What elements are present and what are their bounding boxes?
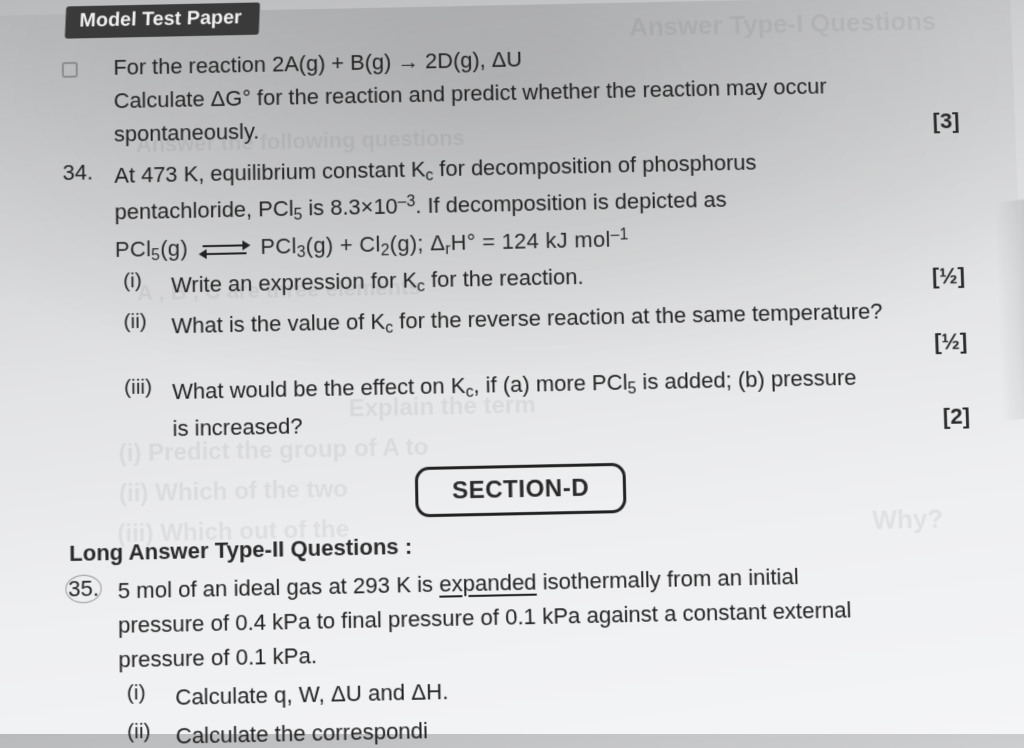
- text: is added; (b) pressure: [636, 365, 857, 395]
- text: (g): [160, 236, 188, 261]
- text: What would be the effect on K: [172, 373, 466, 404]
- part-tag: (i): [127, 681, 146, 706]
- text: for the reverse reaction at the same tem…: [393, 298, 883, 333]
- subscript: 2: [381, 243, 390, 260]
- marks-badge: [½]: [934, 329, 968, 356]
- underlined-text: expanded: [439, 569, 537, 596]
- text: for decomposition of phosphorus: [433, 150, 757, 181]
- q33-eq: For the reaction 2A(g) + B(g) → 2D(g), Δ…: [113, 47, 522, 80]
- text: is 8.3×10: [302, 194, 398, 221]
- superscript: –1: [610, 227, 629, 244]
- ghost-text: (ii) Which of the two: [119, 476, 348, 509]
- text: PCl: [260, 234, 297, 259]
- question-33: For the reaction 2A(g) + B(g) → 2D(g), Δ…: [66, 34, 960, 153]
- text: . If decomposition is depicted as: [415, 187, 727, 218]
- question-34: 34. At 473 K, equilibrium constant Kc fo…: [66, 142, 970, 448]
- text: H° = 124 kJ mol: [450, 227, 610, 255]
- bullet-open: [62, 56, 84, 82]
- superscript: –3: [398, 193, 416, 210]
- question-number: 34.: [63, 160, 94, 186]
- circled-number: 35.: [65, 574, 101, 603]
- marks-badge: [3]: [932, 109, 960, 135]
- text: for the reaction.: [425, 264, 584, 292]
- text: At 473 K, equilibrium constant K: [114, 157, 425, 188]
- question-35: 35. 5 mol of an ideal gas at 293 K is ex…: [69, 556, 981, 748]
- part-tag: (i): [123, 270, 142, 294]
- text: PCl: [115, 237, 151, 263]
- text-line: is increased?: [172, 409, 302, 446]
- text-line: Write an expression for Kc for the react…: [171, 260, 584, 305]
- marks-badge: [2]: [942, 403, 970, 430]
- part-tag: (ii): [127, 720, 151, 745]
- text: , if (a) more PCl: [473, 370, 628, 398]
- equilibrium-arrow-icon: [198, 243, 250, 258]
- text: What is the value of K: [171, 309, 385, 338]
- page-content: Answer Type-I Questions Explain the term…: [26, 0, 1023, 748]
- text: (g); Δ: [389, 231, 445, 257]
- subscript: 3: [297, 244, 306, 261]
- subscript: 5: [293, 206, 302, 223]
- section-d-heading: SECTION-D: [415, 463, 627, 518]
- text: isothermally from an initial: [536, 564, 799, 595]
- part-tag: (iii): [124, 376, 152, 401]
- question-number: 35.: [65, 574, 101, 603]
- marks-badge: [½]: [932, 263, 966, 289]
- q34-part-iii: (iii) What would be the effect on Kc, if…: [116, 359, 970, 447]
- model-test-tab: Model Test Paper: [65, 2, 260, 38]
- q33-line: spontaneously.: [114, 115, 260, 152]
- text: (g) + Cl: [306, 232, 381, 258]
- text: Write an expression for K: [171, 268, 417, 298]
- text: 5 mol of an ideal gas at 293 K is: [118, 571, 440, 603]
- subscript: 5: [627, 381, 636, 398]
- part-tag: (ii): [123, 310, 147, 334]
- text: pentachloride, PCl: [115, 196, 294, 224]
